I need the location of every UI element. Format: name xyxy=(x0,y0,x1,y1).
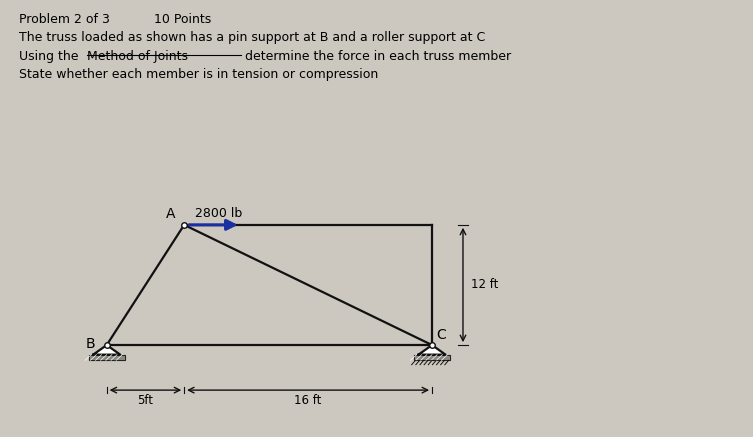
Text: 5ft: 5ft xyxy=(138,394,154,407)
Text: Problem 2 of 3: Problem 2 of 3 xyxy=(19,13,110,26)
Text: Method of Joints: Method of Joints xyxy=(87,50,187,63)
Text: 2800 lb: 2800 lb xyxy=(196,207,242,220)
Text: Using the: Using the xyxy=(19,50,82,63)
Text: B: B xyxy=(86,337,96,351)
Polygon shape xyxy=(414,355,450,361)
Text: 10 Points: 10 Points xyxy=(154,13,212,26)
Text: State whether each member is in tension or compression: State whether each member is in tension … xyxy=(19,68,378,81)
Polygon shape xyxy=(93,345,120,355)
Text: 16 ft: 16 ft xyxy=(294,394,322,407)
Polygon shape xyxy=(89,355,125,361)
Polygon shape xyxy=(419,345,446,355)
Text: 12 ft: 12 ft xyxy=(471,278,498,291)
Text: C: C xyxy=(436,328,446,342)
Text: The truss loaded as shown has a pin support at B and a roller support at C: The truss loaded as shown has a pin supp… xyxy=(19,31,485,45)
Text: determine the force in each truss member: determine the force in each truss member xyxy=(241,50,511,63)
Text: A: A xyxy=(166,208,175,222)
